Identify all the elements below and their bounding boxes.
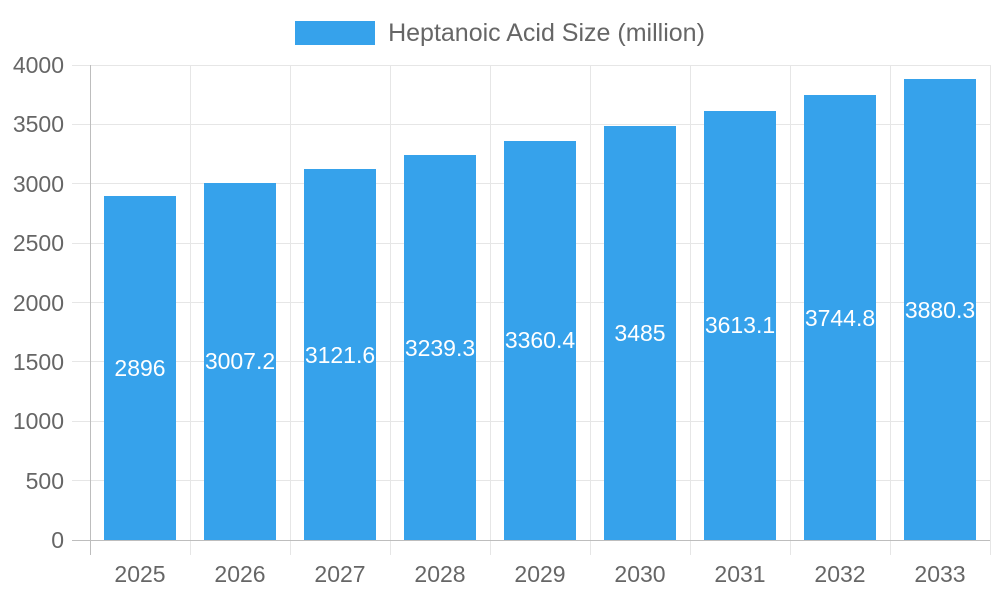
y-axis-tick-label: 1500 <box>12 348 64 375</box>
y-axis-tick-label: 500 <box>25 467 64 494</box>
gridline-vertical <box>289 65 291 555</box>
x-axis-tick-label: 2030 <box>614 561 666 587</box>
bar-2030[interactable] <box>604 126 676 540</box>
x-axis-tick-label: 2033 <box>914 561 966 587</box>
gridline-vertical <box>189 65 191 555</box>
x-axis-tick-label: 2027 <box>314 561 366 587</box>
gridline-vertical <box>689 65 691 555</box>
legend-label: Heptanoic Acid Size (million) <box>388 18 705 47</box>
bar-2031[interactable] <box>704 110 776 540</box>
chart-legend[interactable]: Heptanoic Acid Size (million) <box>0 19 1000 47</box>
bar-2032[interactable] <box>804 95 876 540</box>
y-axis-tick-label: 2000 <box>12 289 64 316</box>
legend-swatch <box>295 21 376 45</box>
y-axis-tick-label: 3000 <box>12 170 64 197</box>
bar-2029[interactable] <box>504 140 576 540</box>
gridline-vertical <box>589 65 591 555</box>
gridline-vertical <box>889 65 891 555</box>
bar-value-label: 3121.6 <box>304 341 376 368</box>
bar-2025[interactable] <box>104 196 176 540</box>
bar-2028[interactable] <box>404 155 476 540</box>
bar-value-label: 3360.4 <box>504 327 576 354</box>
bar-2027[interactable] <box>304 169 376 540</box>
bar-value-label: 3613.1 <box>704 312 776 339</box>
x-axis-tick-label: 2025 <box>114 561 166 587</box>
y-axis-tick-label: 2500 <box>12 230 64 257</box>
x-axis-tick-label: 2029 <box>514 561 566 587</box>
gridline-horizontal <box>72 123 990 125</box>
x-axis-tick-label: 2031 <box>714 561 766 587</box>
gridline-vertical <box>389 65 391 555</box>
gridline-vertical <box>789 65 791 555</box>
bar-value-label: 3744.8 <box>804 304 876 331</box>
bar-value-label: 3880.3 <box>904 296 976 323</box>
x-axis-tick-label: 2032 <box>814 561 866 587</box>
bar-value-label: 3485 <box>614 320 666 347</box>
x-axis-tick-label: 2026 <box>214 561 266 587</box>
gridline-vertical <box>989 65 991 555</box>
gridline-horizontal <box>72 64 990 66</box>
gridline-vertical <box>489 65 491 555</box>
y-axis-tick-label: 1000 <box>12 408 64 435</box>
x-axis-baseline <box>72 539 990 541</box>
bar-value-label: 2896 <box>114 355 166 382</box>
y-axis-line <box>89 65 91 555</box>
bar-value-label: 3007.2 <box>204 348 276 375</box>
x-axis-tick-label: 2028 <box>414 561 466 587</box>
bar-2033[interactable] <box>904 79 976 540</box>
y-axis-tick-label: 3500 <box>12 111 64 138</box>
bar-value-label: 3239.3 <box>404 334 476 361</box>
bar-2026[interactable] <box>204 182 276 540</box>
y-axis-tick-label: 4000 <box>12 52 64 78</box>
y-axis-tick-label: 0 <box>51 527 64 553</box>
